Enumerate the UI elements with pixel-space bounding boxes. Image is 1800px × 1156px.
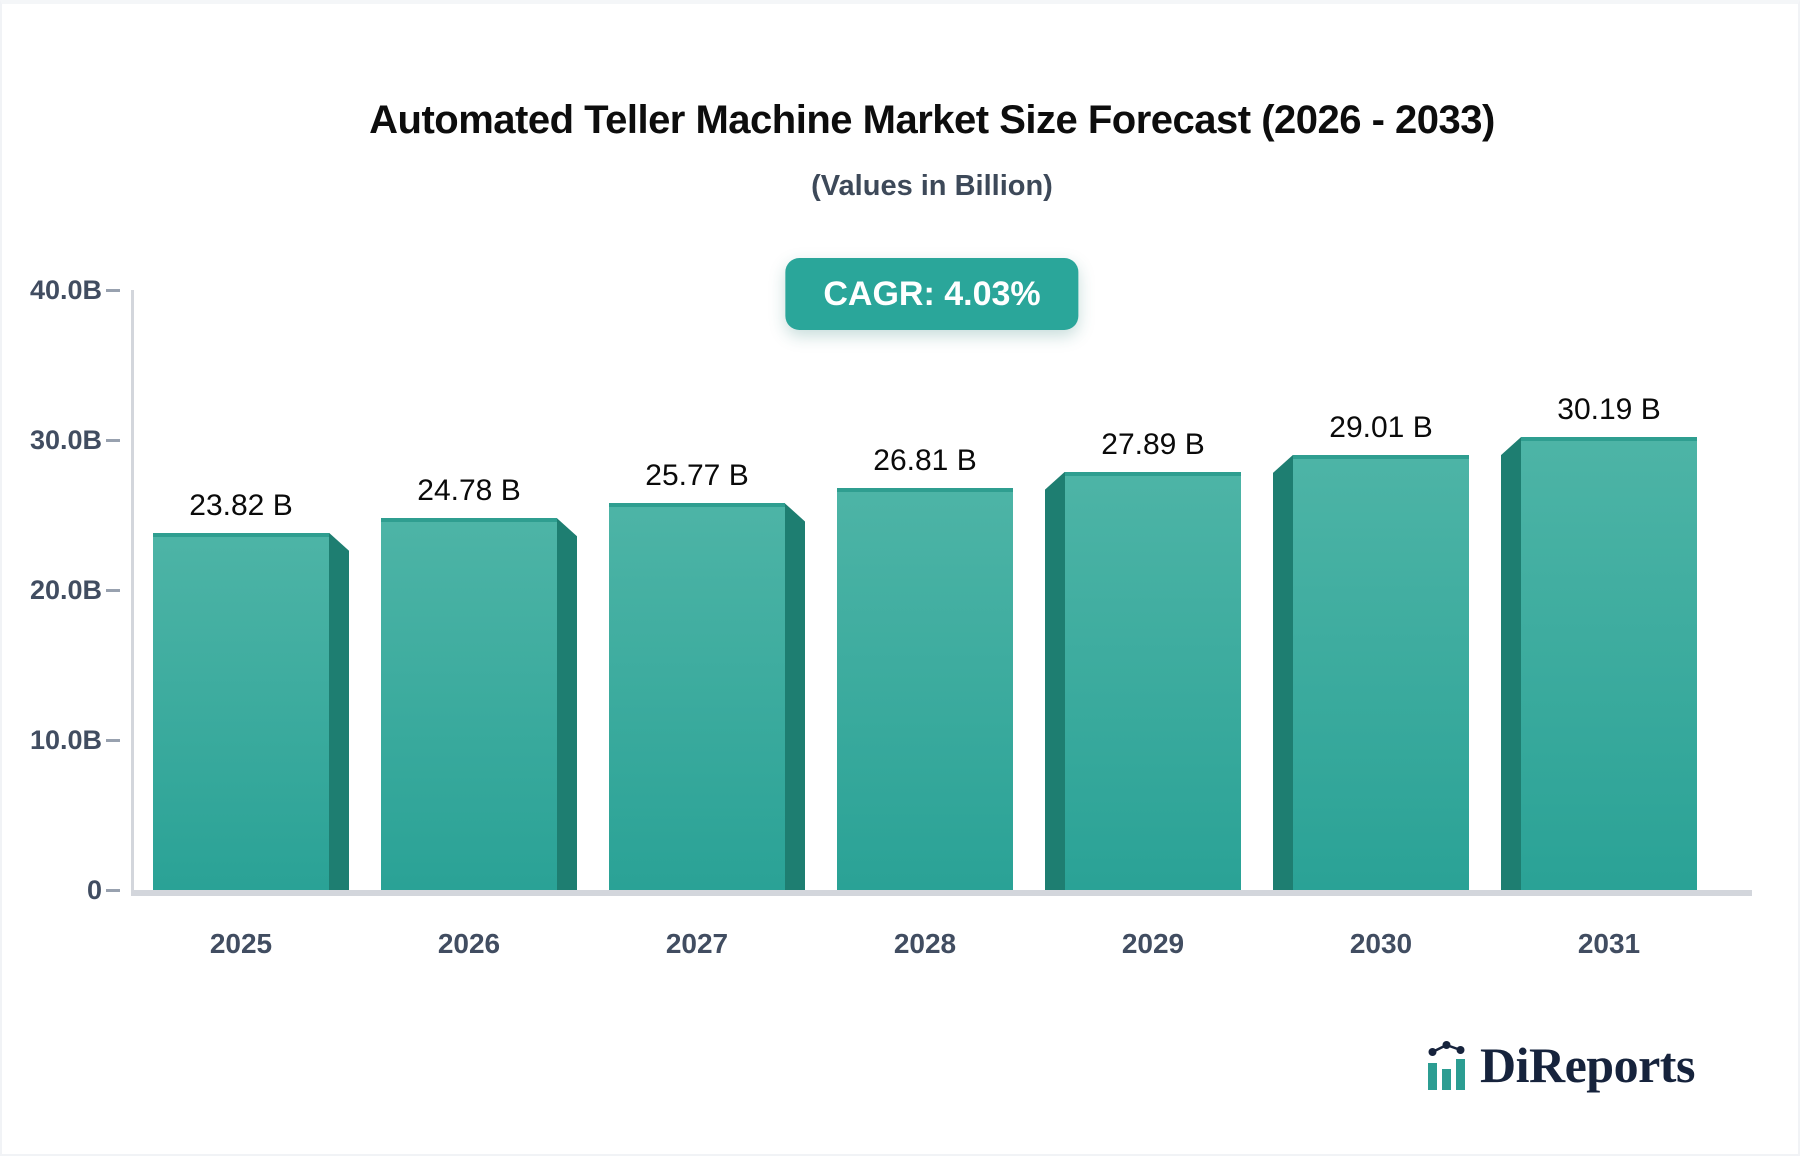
bar-2027 [609, 503, 785, 890]
brand-logo-text: DiReports [1480, 1037, 1695, 1093]
bar-value-label: 23.82 B [189, 488, 293, 522]
x-axis-label: 2028 [893, 928, 957, 959]
bar-side-face [785, 503, 805, 890]
x-axis-label: 2029 [1121, 928, 1185, 959]
x-axis-baseline [131, 890, 1752, 896]
y-axis-line [131, 290, 134, 890]
bar-chart: 40.0B 30.0B 20.0B 10.0B 0 23.82 B 2025 24.78 B 2… [2, 4, 1798, 1154]
y-tick-label: 30.0B [29, 425, 102, 455]
brand-logo: DiReports [1426, 1038, 1695, 1092]
y-tick-dash [106, 589, 120, 592]
bar-2030 [1293, 454, 1469, 890]
bar-2025 [153, 532, 329, 890]
y-tick-label: 20.0B [29, 575, 102, 605]
bar-2026 [381, 518, 557, 890]
x-axis-label: 2030 [1349, 928, 1413, 959]
bar-side-face [557, 518, 577, 890]
y-tick-dash [106, 289, 120, 292]
y-tick-label: 40.0B [29, 275, 102, 305]
y-tick-dash [106, 439, 120, 442]
bar-2029 [1065, 471, 1241, 890]
chart-subtitle: (Values in Billion) [811, 170, 1053, 202]
bar-value-label: 29.01 B [1329, 410, 1433, 444]
bar-2028 [837, 487, 1013, 890]
y-tick-label: 10.0B [29, 725, 102, 755]
bar-value-label: 24.78 B [417, 474, 521, 508]
x-axis-label: 2031 [1577, 928, 1641, 959]
bar-side-face [1273, 454, 1293, 890]
bar-value-label: 26.81 B [873, 443, 977, 477]
y-tick-dash [106, 739, 120, 742]
bar-side-face [1501, 437, 1521, 890]
chart-title: Automated Teller Machine Market Size For… [369, 98, 1495, 142]
x-axis-label: 2025 [209, 928, 273, 959]
y-tick-dash [106, 889, 120, 892]
bar-side-face [329, 532, 349, 890]
bar-value-label: 30.19 B [1557, 393, 1661, 427]
x-axis-label: 2027 [665, 928, 729, 959]
cagr-badge: CAGR: 4.03% [785, 258, 1079, 330]
y-tick-label: 0 [86, 875, 102, 905]
bar-2031 [1521, 437, 1697, 890]
x-axis-label: 2026 [437, 928, 501, 959]
bar-side-face [1045, 471, 1065, 890]
bar-value-label: 27.89 B [1101, 427, 1205, 461]
bar-value-label: 25.77 B [645, 459, 749, 493]
bar-line-chart-icon [1428, 1041, 1465, 1090]
